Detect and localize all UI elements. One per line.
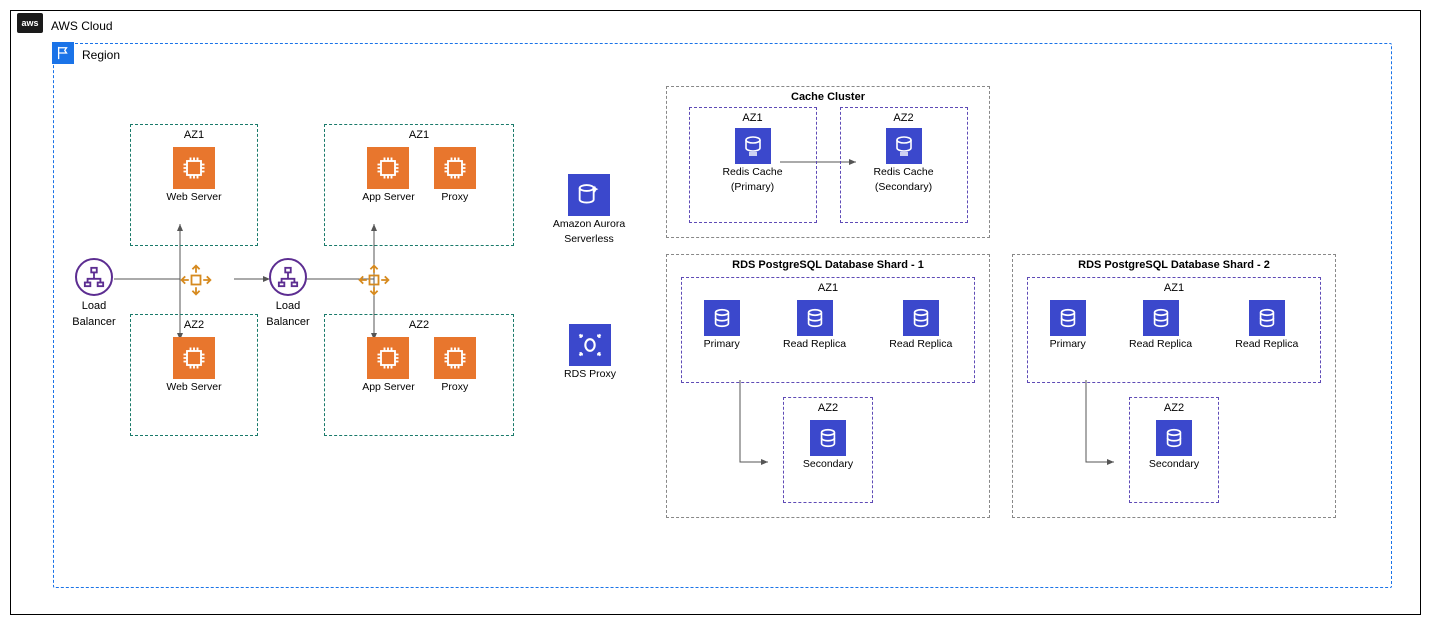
web-server-az1: Web Server xyxy=(166,145,221,204)
autoscale-icon xyxy=(178,262,214,298)
shard1-az1: AZ1 Primary Read Replica Read Replica xyxy=(681,277,975,383)
rds-proxy-label: RDS Proxy xyxy=(550,369,630,381)
cache-az2: AZ2 Redis Cache (Secondary) xyxy=(840,107,968,223)
shard2-replica2: Read Replica xyxy=(1235,298,1298,351)
shard2-az1: AZ1 Primary Read Replica Read Replica xyxy=(1027,277,1321,383)
diagram-canvas: aws AWS Cloud Region xyxy=(10,10,1421,615)
shard1-az2-title: AZ2 xyxy=(784,402,872,414)
region-title: Region xyxy=(82,48,120,62)
cache-cluster-group: Cache Cluster AZ1 Redis Cache (Primary) … xyxy=(666,86,990,238)
shard1-replica1: Read Replica xyxy=(783,298,846,351)
shard1-primary: Primary xyxy=(704,298,740,351)
cache-primary-label-2: (Primary) xyxy=(690,182,816,194)
web-server-az2: Web Server xyxy=(166,335,221,394)
shard2-primary-label: Primary xyxy=(1050,339,1086,351)
database-icon xyxy=(1050,300,1086,336)
shard2-replica1: Read Replica xyxy=(1129,298,1192,351)
web-server-label: Web Server xyxy=(166,192,221,204)
compute-icon xyxy=(173,147,215,189)
shard1-secondary: Secondary xyxy=(803,418,853,471)
aws-logo-icon: aws xyxy=(17,13,43,33)
shard2-replica2-label: Read Replica xyxy=(1235,339,1298,351)
app-az2-title: AZ2 xyxy=(325,319,513,331)
web-server-label: Web Server xyxy=(166,382,221,394)
proxy-az1: Proxy xyxy=(434,145,476,204)
aurora-label-2: Serverless xyxy=(544,234,634,246)
web-az2-group: AZ2 Web Server xyxy=(130,314,258,436)
aws-cloud-title: AWS Cloud xyxy=(51,19,113,33)
database-icon xyxy=(903,300,939,336)
shard1-az2: AZ2 Secondary xyxy=(783,397,873,503)
proxy-az2: Proxy xyxy=(434,335,476,394)
shard1-group: RDS PostgreSQL Database Shard - 1 AZ1 Pr… xyxy=(666,254,990,518)
compute-icon xyxy=(434,147,476,189)
shard2-secondary: Secondary xyxy=(1149,418,1199,471)
app-server-az1: App Server xyxy=(362,145,415,204)
app-server-label: App Server xyxy=(362,382,415,394)
proxy-label: Proxy xyxy=(434,382,476,394)
compute-icon xyxy=(367,147,409,189)
shard1-primary-label: Primary xyxy=(704,339,740,351)
compute-icon xyxy=(173,337,215,379)
region-group: Region xyxy=(53,43,1392,588)
database-icon xyxy=(704,300,740,336)
load-balancer-icon xyxy=(75,258,113,296)
lb2-label-1: Load xyxy=(260,300,316,312)
web-az2-title: AZ2 xyxy=(131,319,257,331)
cache-icon xyxy=(735,128,771,164)
web-az1-title: AZ1 xyxy=(131,129,257,141)
cache-icon xyxy=(886,128,922,164)
shard1-az1-title: AZ1 xyxy=(682,282,974,294)
lb2-label-2: Balancer xyxy=(260,316,316,328)
database-icon xyxy=(797,300,833,336)
cache-az1-title: AZ1 xyxy=(690,112,816,124)
shard2-primary: Primary xyxy=(1050,298,1086,351)
shard1-title: RDS PostgreSQL Database Shard - 1 xyxy=(667,259,989,271)
aws-cloud-group: aws AWS Cloud Region xyxy=(29,15,1412,606)
cache-az2-title: AZ2 xyxy=(841,112,967,124)
app-server-label: App Server xyxy=(362,192,415,204)
compute-icon xyxy=(434,337,476,379)
shard1-replica1-label: Read Replica xyxy=(783,339,846,351)
database-icon xyxy=(1249,300,1285,336)
database-icon xyxy=(810,420,846,456)
database-icon xyxy=(1143,300,1179,336)
web-az1-group: AZ1 Web Server xyxy=(130,124,258,246)
cache-secondary-label-2: (Secondary) xyxy=(841,182,967,194)
proxy-label: Proxy xyxy=(434,192,476,204)
aurora-serverless: Amazon Aurora Serverless xyxy=(544,174,634,245)
shard2-group: RDS PostgreSQL Database Shard - 2 AZ1 Pr… xyxy=(1012,254,1336,518)
autoscale-icon xyxy=(356,262,392,298)
database-icon xyxy=(1156,420,1192,456)
compute-icon xyxy=(367,337,409,379)
shard2-replica1-label: Read Replica xyxy=(1129,339,1192,351)
aurora-label-1: Amazon Aurora xyxy=(544,219,634,231)
cache-az1: AZ1 Redis Cache (Primary) xyxy=(689,107,817,223)
load-balancer-icon xyxy=(269,258,307,296)
cache-cluster-title: Cache Cluster xyxy=(667,91,989,103)
cache-secondary-label-1: Redis Cache xyxy=(841,167,967,179)
shard1-secondary-label: Secondary xyxy=(803,459,853,471)
shard2-az1-title: AZ1 xyxy=(1028,282,1320,294)
load-balancer-2: Load Balancer xyxy=(260,258,316,328)
lb1-label-2: Balancer xyxy=(66,316,122,328)
rds-proxy-icon xyxy=(569,324,611,366)
cache-primary-label-1: Redis Cache xyxy=(690,167,816,179)
app-az1-title: AZ1 xyxy=(325,129,513,141)
shard1-replica2: Read Replica xyxy=(889,298,952,351)
shard1-replica2-label: Read Replica xyxy=(889,339,952,351)
app-server-az2: App Server xyxy=(362,335,415,394)
rds-proxy: RDS Proxy xyxy=(550,324,630,381)
shard2-az2-title: AZ2 xyxy=(1130,402,1218,414)
app-az1-group: AZ1 App Server Proxy xyxy=(324,124,514,246)
shard2-az2: AZ2 Secondary xyxy=(1129,397,1219,503)
app-az2-group: AZ2 App Server Proxy xyxy=(324,314,514,436)
shard2-title: RDS PostgreSQL Database Shard - 2 xyxy=(1013,259,1335,271)
load-balancer-1: Load Balancer xyxy=(66,258,122,328)
aurora-icon xyxy=(568,174,610,216)
lb1-label-1: Load xyxy=(66,300,122,312)
shard2-secondary-label: Secondary xyxy=(1149,459,1199,471)
region-flag-icon xyxy=(52,42,74,64)
